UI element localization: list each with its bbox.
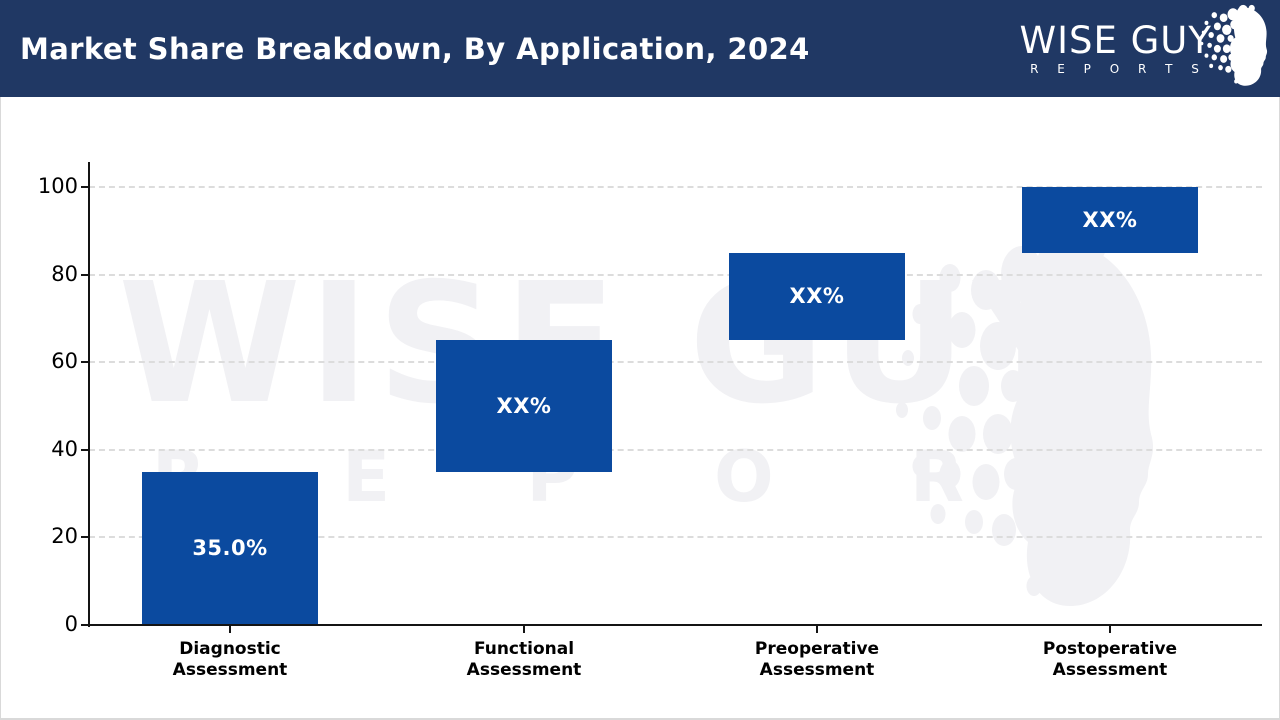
x-axis-line <box>88 624 1262 626</box>
x-axis-category-label: Postoperative Assessment <box>1000 639 1220 681</box>
y-axis-tick <box>81 536 88 539</box>
bar-value-label: XX% <box>1082 207 1138 232</box>
brand-logo-reports: R E P O R T S <box>1030 61 1207 76</box>
gridline <box>89 186 1262 188</box>
y-axis-tick-label: 0 <box>64 612 78 636</box>
y-axis-tick <box>81 273 88 276</box>
y-axis-tick-label: 80 <box>51 261 78 286</box>
x-axis-category-label: Functional Assessment <box>414 639 634 681</box>
y-axis-tick <box>81 624 88 626</box>
y-axis-line <box>88 162 90 627</box>
bar-preoperative-assessment: XX% <box>729 252 905 341</box>
y-axis-tick-label: 100 <box>37 174 78 198</box>
x-axis-category-label-line: Postoperative <box>1042 639 1178 659</box>
gridline <box>89 361 1262 364</box>
dotted-head-icon <box>896 230 1154 607</box>
gridline <box>89 448 1262 451</box>
y-axis-tick <box>81 361 88 364</box>
brand-logo: WISE GUY R E P O R T S <box>1020 4 1272 94</box>
watermark-head-logo <box>872 226 1172 630</box>
x-axis-category-label: Diagnostic Assessment <box>120 639 340 681</box>
bar-value-label: 35.0% <box>192 536 268 561</box>
brand-logo-head <box>1194 4 1272 94</box>
y-axis-tick-label: 60 <box>51 349 78 374</box>
x-axis-tick <box>1109 626 1111 633</box>
x-axis-category-label-line: Assessment <box>1052 660 1168 680</box>
bar-postoperative-assessment: XX% <box>1022 187 1198 253</box>
chart-title: Market Share Breakdown, By Application, … <box>20 31 810 66</box>
x-axis-category-label-line: Assessment <box>466 660 582 680</box>
x-axis-category-label-line: Diagnostic <box>179 639 281 659</box>
x-axis-tick <box>816 626 818 633</box>
bar-diagnostic-assessment: 35.0% <box>142 471 318 625</box>
x-axis-category-label-line: Assessment <box>172 660 288 680</box>
gridline <box>89 536 1262 539</box>
bar-functional-assessment: XX% <box>436 340 612 472</box>
gridline <box>89 273 1262 276</box>
x-axis-category-label-line: Assessment <box>759 660 875 680</box>
header-bar <box>0 0 1280 97</box>
x-axis-category-label-line: Functional <box>473 639 575 659</box>
page-border-left <box>0 0 1 720</box>
bar-value-label: XX% <box>789 284 845 309</box>
x-axis-category-label: Preoperative Assessment <box>707 639 927 681</box>
bar-value-label: XX% <box>496 393 552 418</box>
brand-logo-text: WISE GUY R E P O R T S <box>1019 19 1212 76</box>
y-axis-tick-label: 40 <box>51 436 78 461</box>
page-border-bottom <box>0 718 1280 720</box>
x-axis-tick <box>523 626 525 633</box>
brand-logo-wiseguy: WISE GUY <box>1019 19 1212 63</box>
y-axis-tick <box>81 186 88 188</box>
y-axis-tick <box>81 448 88 451</box>
y-axis-tick-label: 20 <box>51 524 78 549</box>
x-axis-category-label-line: Preoperative <box>754 639 880 659</box>
x-axis-tick <box>229 626 231 633</box>
dotted-head-icon <box>1200 4 1268 86</box>
